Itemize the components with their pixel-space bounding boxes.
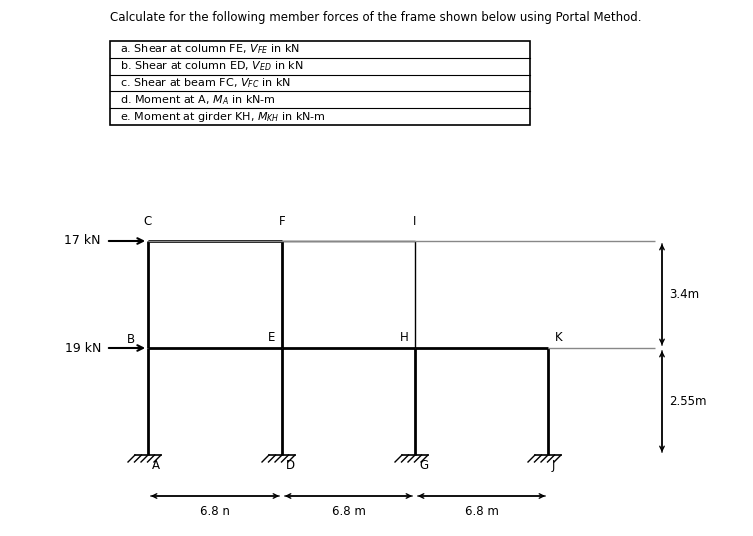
Text: 19 kN: 19 kN <box>65 341 101 354</box>
Text: a. Shear at column FE, $V_{FE}$ in kN: a. Shear at column FE, $V_{FE}$ in kN <box>120 42 300 56</box>
Text: d. Moment at A, $M_A$ in kN-m: d. Moment at A, $M_A$ in kN-m <box>120 93 276 107</box>
Text: D: D <box>286 459 295 472</box>
Text: b. Shear at column ED, $V_{ED}$ in kN: b. Shear at column ED, $V_{ED}$ in kN <box>120 59 303 73</box>
Text: e. Moment at girder KH, $M_{KH}$ in kN-m: e. Moment at girder KH, $M_{KH}$ in kN-m <box>120 109 326 124</box>
Text: H: H <box>400 331 408 344</box>
Text: J: J <box>552 459 556 472</box>
Text: F: F <box>279 215 285 228</box>
Text: A: A <box>152 459 160 472</box>
Text: B: B <box>127 333 135 346</box>
Text: 6.8 n: 6.8 n <box>200 505 230 518</box>
Text: E: E <box>268 331 276 344</box>
Bar <box>110 41 530 125</box>
Text: 6.8 m: 6.8 m <box>331 505 365 518</box>
Text: 17 kN: 17 kN <box>65 235 101 248</box>
Text: G: G <box>419 459 428 472</box>
Text: 2.55m: 2.55m <box>669 395 706 408</box>
Text: Calculate for the following member forces of the frame shown below using Portal : Calculate for the following member force… <box>110 11 642 24</box>
Text: I: I <box>413 215 416 228</box>
Text: 6.8 m: 6.8 m <box>465 505 498 518</box>
Text: c. Shear at beam FC, $V_{FC}$ in kN: c. Shear at beam FC, $V_{FC}$ in kN <box>120 76 291 90</box>
Text: K: K <box>554 331 562 344</box>
Text: C: C <box>144 215 152 228</box>
Text: 3.4m: 3.4m <box>669 288 699 301</box>
